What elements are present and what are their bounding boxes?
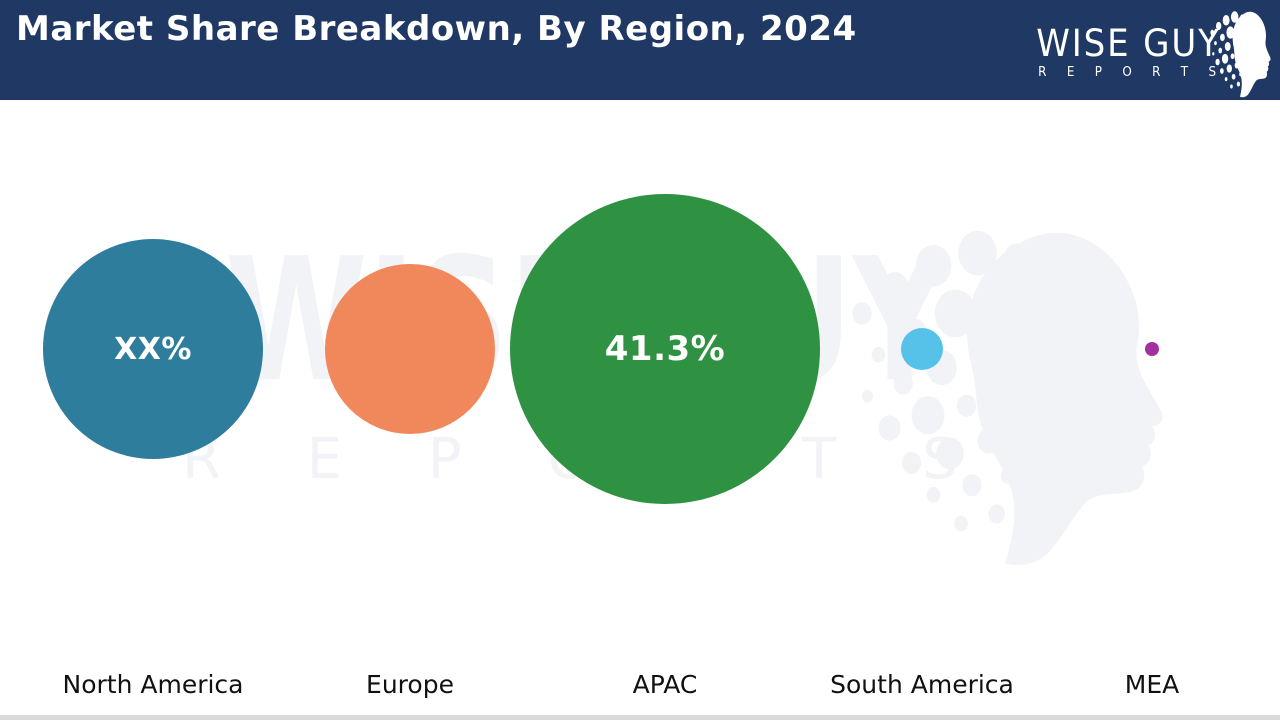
bubble-south-america: [901, 328, 943, 370]
wiseguy-logo-text: WISE GUY R E P O R T S: [1032, 22, 1224, 81]
header-bar: Market Share Breakdown, By Region, 2024 …: [0, 0, 1280, 100]
page-title: Market Share Breakdown, By Region, 2024: [16, 9, 857, 49]
bubble-value-label-apac: 41.3%: [604, 329, 726, 369]
wiseguy-logo-name: WISE GUY: [1035, 22, 1221, 66]
category-label-europe: Europe: [366, 670, 454, 699]
wiseguy-logo-subtitle: R E P O R T S: [1037, 65, 1224, 81]
wiseguy-logo: WISE GUY R E P O R T S: [1016, 0, 1280, 100]
bubble-value-label-north-america: XX%: [114, 331, 192, 367]
category-label-south-america: South America: [830, 670, 1014, 699]
bubble-mea: [1145, 342, 1159, 356]
bubble-europe: [325, 264, 495, 434]
category-label-north-america: North America: [62, 670, 244, 699]
bubble-north-america: XX%: [43, 239, 263, 459]
category-label-apac: APAC: [632, 670, 698, 699]
footer-strip: [0, 715, 1280, 720]
category-label-mea: MEA: [1124, 670, 1180, 699]
bubble-apac: 41.3%: [510, 194, 820, 504]
